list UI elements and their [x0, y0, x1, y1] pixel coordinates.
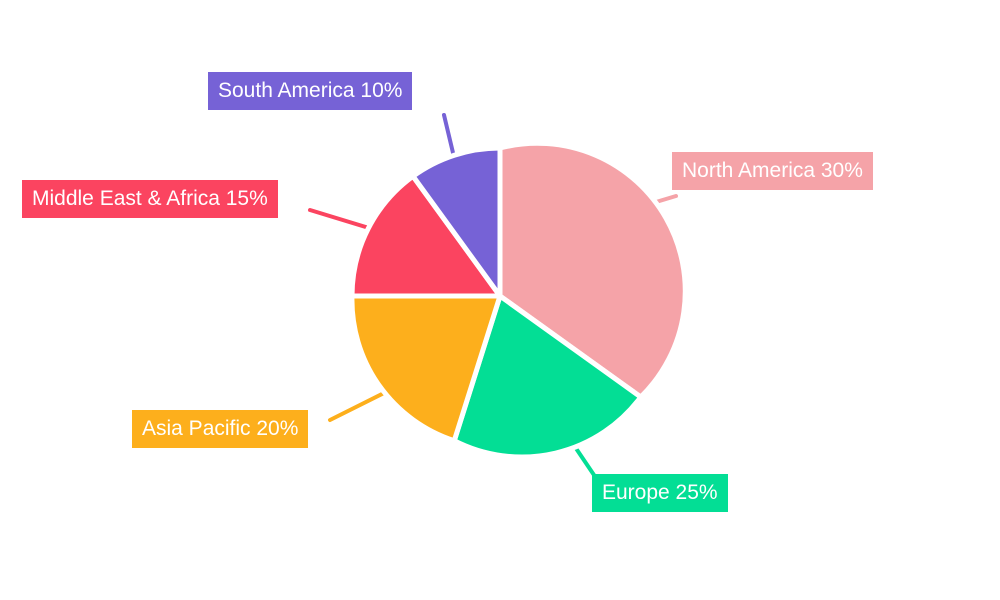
- pie-label-asia-pacific[interactable]: Asia Pacific 20%: [132, 410, 309, 448]
- pie-slice-asia-pacific[interactable]: [349, 293, 503, 444]
- pie-slices: [349, 140, 688, 460]
- pie-slice-europe[interactable]: [451, 293, 644, 460]
- pie-slice-north-america[interactable]: [497, 140, 688, 400]
- pie-slice-middle-east-africa[interactable]: [349, 173, 503, 299]
- pie-label-south-america[interactable]: South America 10%: [208, 72, 413, 110]
- pie-label-europe[interactable]: Europe 25%: [592, 474, 728, 512]
- pie-slice-south-america[interactable]: [410, 145, 503, 299]
- leader-line-asia-pacific: [328, 390, 388, 422]
- pie-label-middle-east-africa[interactable]: Middle East & Africa 15%: [22, 180, 278, 218]
- pie-label-north-america[interactable]: North America 30%: [672, 152, 873, 190]
